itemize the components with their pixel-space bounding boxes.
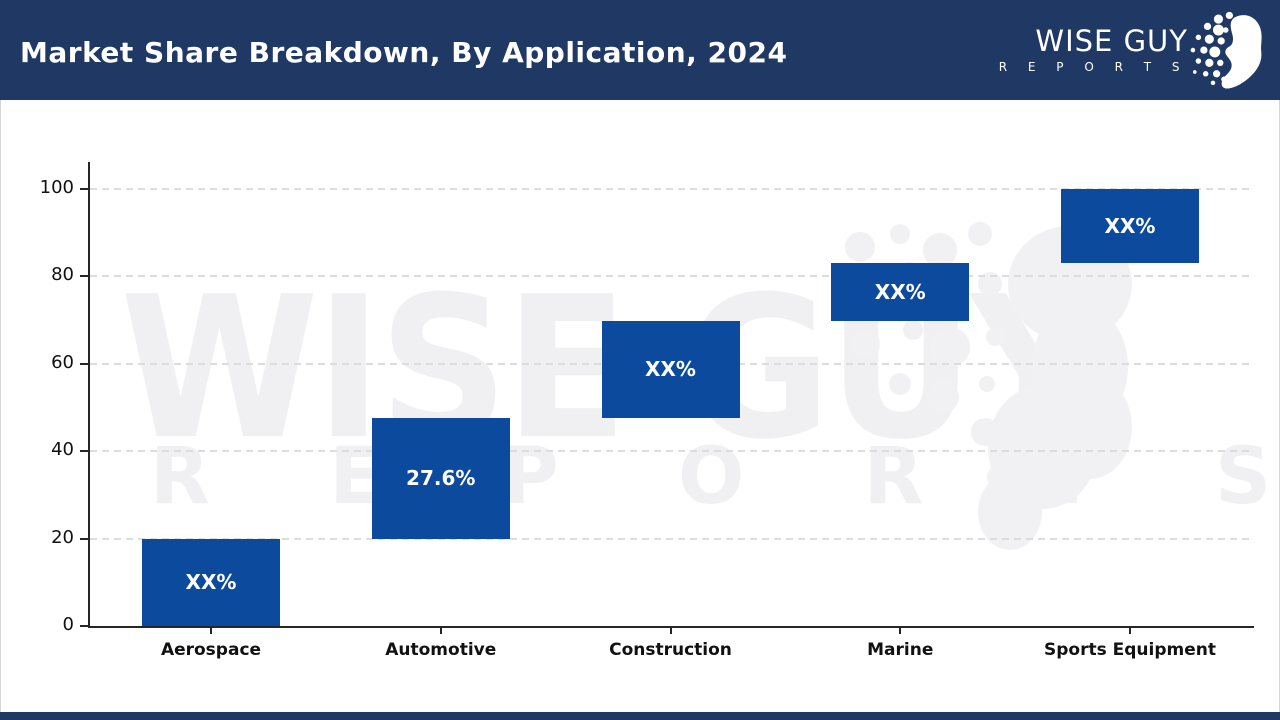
x-tick-mark	[439, 628, 442, 634]
page-title: Market Share Breakdown, By Application, …	[20, 36, 788, 69]
bar-value-label: XX%	[645, 357, 696, 382]
x-category-label: Automotive	[385, 640, 497, 660]
y-tick-mark	[80, 537, 88, 540]
y-tick-label: 0	[62, 614, 74, 635]
x-category-label: Construction	[609, 640, 732, 660]
logo-subtitle: R E P O R T S	[998, 60, 1188, 74]
bar-value-label: 27.6%	[406, 466, 476, 491]
footer-bar	[0, 712, 1280, 720]
y-tick-mark	[80, 187, 88, 190]
x-tick-mark	[899, 628, 902, 634]
y-axis-line	[88, 162, 90, 628]
x-tick-mark	[1129, 628, 1131, 634]
header-bar: Market Share Breakdown, By Application, …	[0, 0, 1280, 100]
y-tick-label: 20	[51, 526, 74, 548]
y-gridline	[90, 537, 1250, 540]
bar-construction: XX%	[601, 321, 740, 418]
y-tick-mark	[80, 625, 88, 627]
x-category-label: Sports Equipment	[1044, 640, 1216, 660]
bar-sports-equipment: XX%	[1061, 188, 1199, 264]
wise-guy-reports-logo: WISE GUY R E P O R T S	[999, 8, 1266, 94]
x-category-label: Aerospace	[160, 640, 262, 660]
x-category-label: Marine	[867, 640, 934, 660]
x-tick-mark	[210, 628, 212, 634]
bar-value-label: XX%	[874, 280, 926, 305]
bar-value-label: XX%	[1104, 213, 1156, 238]
y-tick-mark	[80, 275, 88, 277]
bar-aerospace: XX%	[142, 538, 280, 626]
y-gridline	[90, 187, 1250, 190]
logo-wordmark: WISE GUY	[1035, 24, 1188, 58]
bar-automotive: 27.6%	[371, 417, 510, 539]
x-tick-mark	[669, 628, 672, 634]
logo-head-dots-icon	[1190, 11, 1262, 89]
y-tick-label: 40	[51, 439, 74, 460]
x-axis-line	[88, 626, 1254, 628]
y-tick-label: 60	[51, 351, 74, 373]
y-gridline	[90, 275, 1250, 277]
y-tick-mark	[80, 362, 88, 365]
bar-value-label: XX%	[185, 570, 237, 595]
y-tick-label: 80	[51, 264, 74, 285]
y-tick-label: 100	[39, 176, 74, 198]
y-tick-mark	[80, 450, 88, 452]
y-gridline	[90, 450, 1250, 452]
watermark-head-dots	[845, 222, 1132, 550]
bar-marine: XX%	[831, 263, 970, 322]
logo-text: WISE GUY R E P O R T S	[999, 24, 1188, 74]
